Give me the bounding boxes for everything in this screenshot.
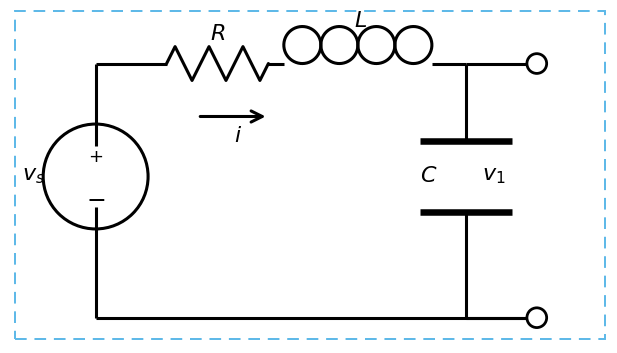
Text: $v_s$: $v_s$ (22, 167, 46, 186)
Text: $L$: $L$ (354, 11, 368, 31)
Ellipse shape (527, 308, 547, 328)
Text: $+$: $+$ (88, 148, 103, 166)
Text: $v_1$: $v_1$ (482, 167, 505, 186)
Text: $R$: $R$ (210, 24, 225, 43)
Text: $-$: $-$ (86, 186, 106, 210)
Text: $C$: $C$ (420, 167, 437, 186)
Text: $i$: $i$ (233, 126, 242, 146)
Ellipse shape (527, 54, 547, 73)
